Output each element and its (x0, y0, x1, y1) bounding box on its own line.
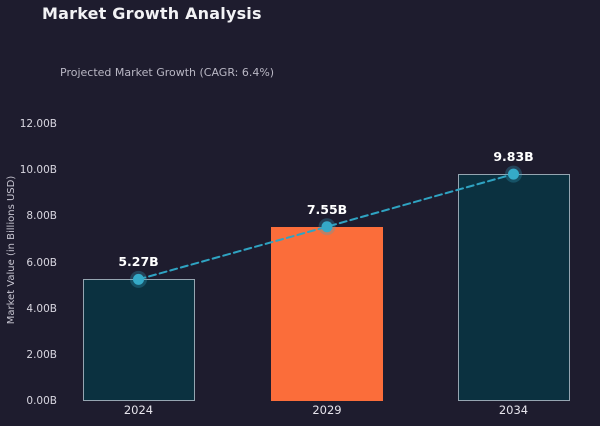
x-tick-label-2029: 2029 (312, 403, 342, 417)
y-tick-label: 12.00B (19, 118, 57, 130)
bar-2029 (271, 226, 383, 401)
y-tick-label: 6.00B (26, 256, 57, 269)
x-tick-label-2034: 2034 (498, 403, 529, 417)
y-tick-label: 10.00B (19, 164, 57, 177)
bar-2024 (82, 279, 195, 401)
chart-title: Market Growth Analysis (42, 4, 262, 23)
y-tick-label: 4.00B (26, 302, 57, 315)
value-label-2029: 7.55B (306, 201, 348, 217)
y-tick-label: 0.00B (26, 395, 57, 407)
x-tick-label-2024: 2024 (123, 403, 154, 417)
bar-2034 (457, 174, 570, 401)
value-label-2034: 9.83B (493, 149, 534, 165)
value-label-2024: 5.27B (118, 254, 159, 270)
y-tick-label: 2.00B (26, 348, 57, 361)
chart-subtitle: Projected Market Growth (CAGR: 6.4%) (60, 66, 275, 79)
y-tick-label: 8.00B (26, 210, 57, 223)
